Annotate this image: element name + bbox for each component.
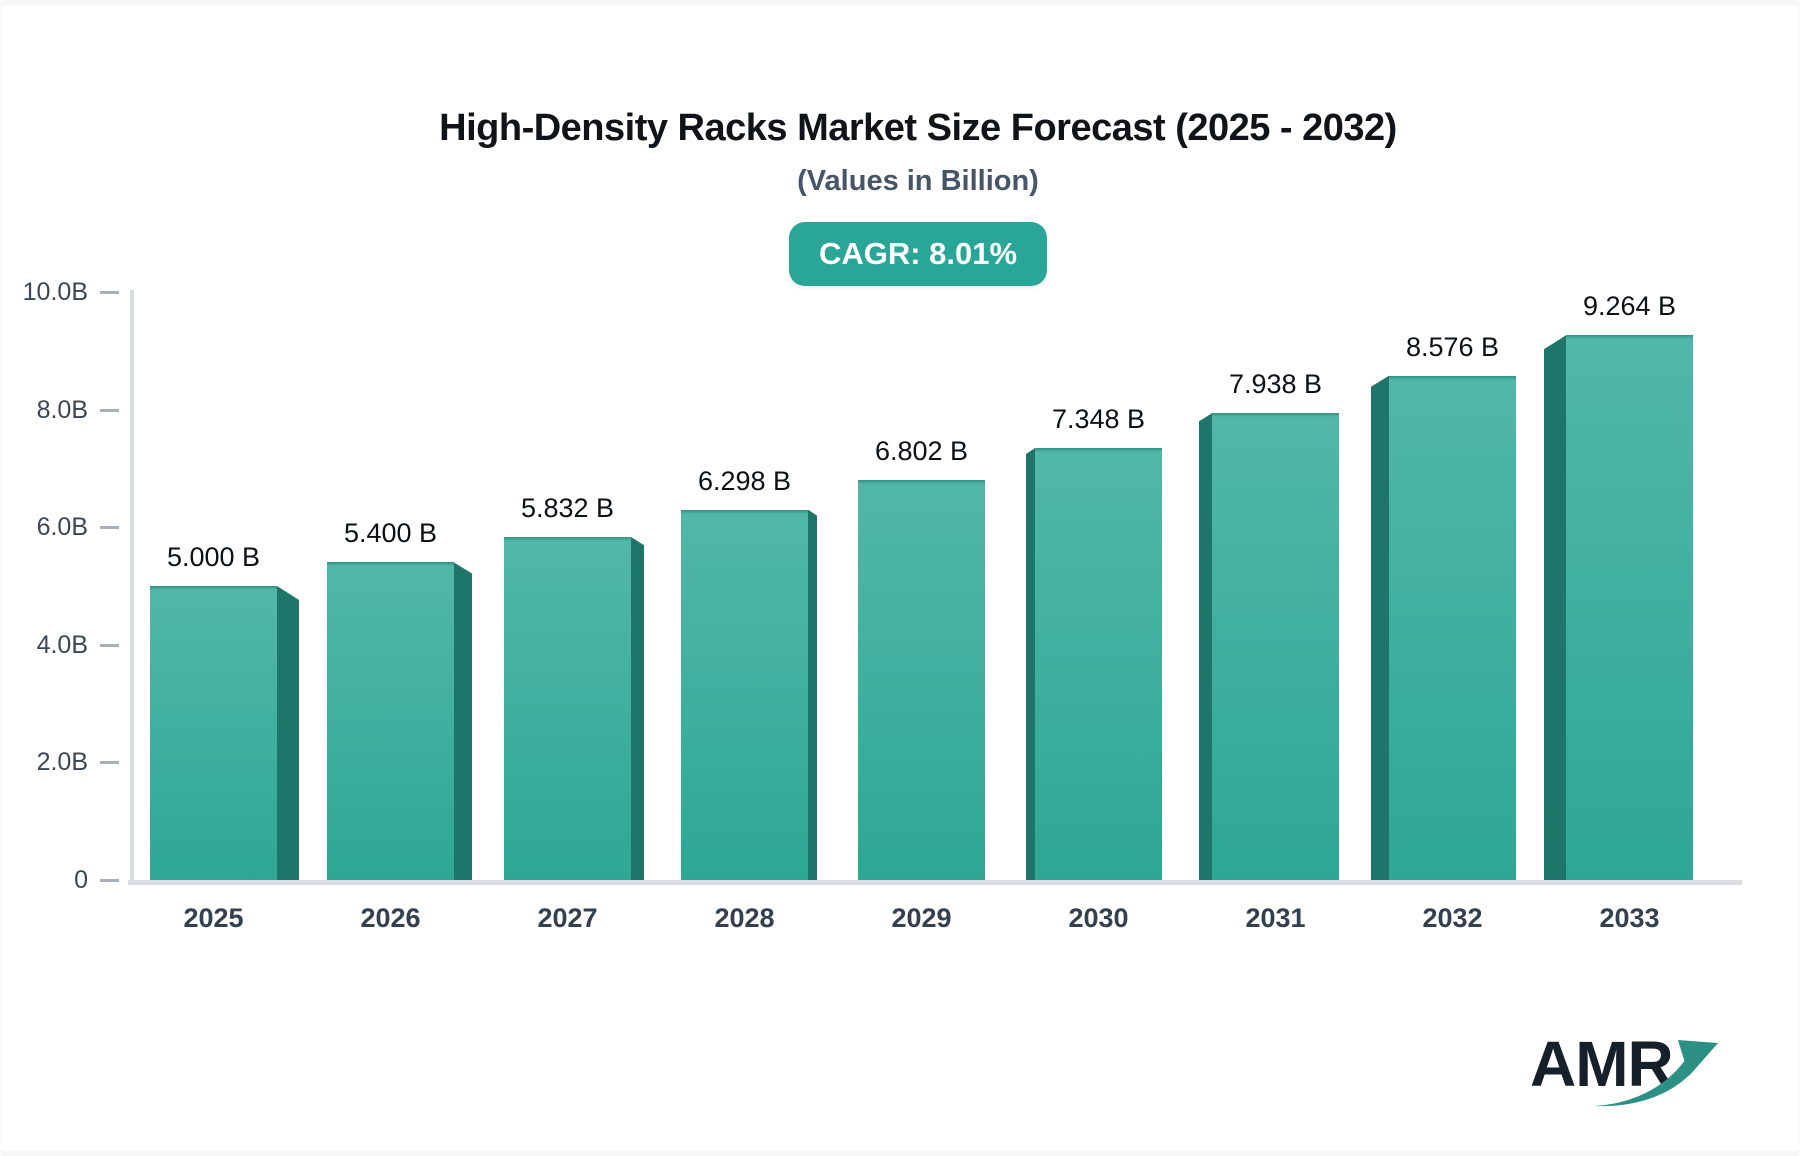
x-axis-label: 2028 — [714, 903, 775, 933]
x-axis-label: 2026 — [360, 903, 421, 933]
bar-front-face — [1389, 375, 1516, 880]
y-axis-tick-label: 4.0B — [36, 630, 88, 659]
bar-value-label: 9.264 B — [1582, 291, 1677, 322]
bar-side-face — [454, 562, 472, 880]
x-axis-label: 2032 — [1422, 903, 1483, 933]
y-axis-line — [130, 290, 134, 884]
bar-front-face — [327, 562, 454, 880]
x-axis-label: 2029 — [891, 903, 952, 933]
top-edge-strip — [0, 0, 1800, 5]
x-axis-label: 2031 — [1245, 903, 1306, 933]
bar-value-label: 8.576 B — [1405, 331, 1500, 362]
bottom-edge-strip — [0, 1151, 1800, 1156]
cagr-badge: CAGR: 8.01% — [788, 222, 1048, 286]
y-axis-tick-mark — [100, 761, 119, 765]
y-axis-tick-label: 0 — [74, 866, 88, 894]
x-axis-label: 2033 — [1599, 903, 1660, 933]
y-axis-tick-label: 2.0B — [36, 748, 88, 777]
y-axis-tick-label: 6.0B — [36, 513, 88, 542]
bar-value-label: 5.832 B — [520, 493, 615, 524]
bar-side-face — [277, 586, 299, 880]
y-axis-tick-label: 10.0B — [22, 278, 88, 306]
amr-logo-text: AMR — [1530, 1028, 1674, 1100]
growth-arrow-icon — [1594, 1040, 1718, 1107]
bar-front-face — [1212, 413, 1339, 880]
y-axis-tick-mark — [100, 879, 119, 882]
y-axis-tick-mark — [100, 291, 119, 294]
bar-front-face — [1566, 335, 1693, 880]
chart-title: High-Density Racks Market Size Forecast … — [439, 107, 1397, 149]
bar-front-face — [858, 480, 985, 880]
chart-subtitle: (Values in Billion) — [797, 165, 1039, 197]
x-axis-line — [128, 880, 1742, 885]
x-axis-label: 2027 — [537, 903, 598, 933]
bar-side-face — [1371, 375, 1389, 880]
bar-side-face — [1199, 413, 1212, 880]
bar-value-label: 7.938 B — [1228, 369, 1323, 400]
bar-front-face — [681, 509, 808, 880]
bar-side-face — [808, 509, 817, 880]
x-axis-label: 2030 — [1068, 903, 1129, 933]
y-axis-tick-mark — [100, 526, 119, 530]
right-edge-strip — [1798, 0, 1800, 1156]
bar-value-label: 5.400 B — [343, 518, 438, 549]
bar-side-face — [1544, 335, 1566, 880]
bar-front-face — [1035, 447, 1162, 880]
bar-value-label: 6.802 B — [874, 436, 969, 467]
bar-front-face — [504, 537, 631, 880]
bar-value-label: 6.298 B — [697, 465, 792, 496]
x-axis-label: 2025 — [183, 903, 244, 933]
bar-front-face — [150, 586, 277, 880]
y-axis-tick-label: 8.0B — [36, 395, 88, 424]
y-axis-tick-mark — [100, 643, 119, 647]
bar-side-face — [1026, 447, 1035, 880]
chart-header: High-Density Racks Market Size Forecast … — [36, 0, 1800, 286]
left-edge-strip — [0, 0, 2, 1156]
bar-side-face — [631, 537, 644, 880]
y-axis-tick-mark — [100, 408, 119, 412]
bar-value-label: 5.000 B — [166, 542, 261, 572]
amr-logo: AMR — [1520, 1030, 1760, 1130]
bar-value-label: 7.348 B — [1051, 403, 1146, 434]
